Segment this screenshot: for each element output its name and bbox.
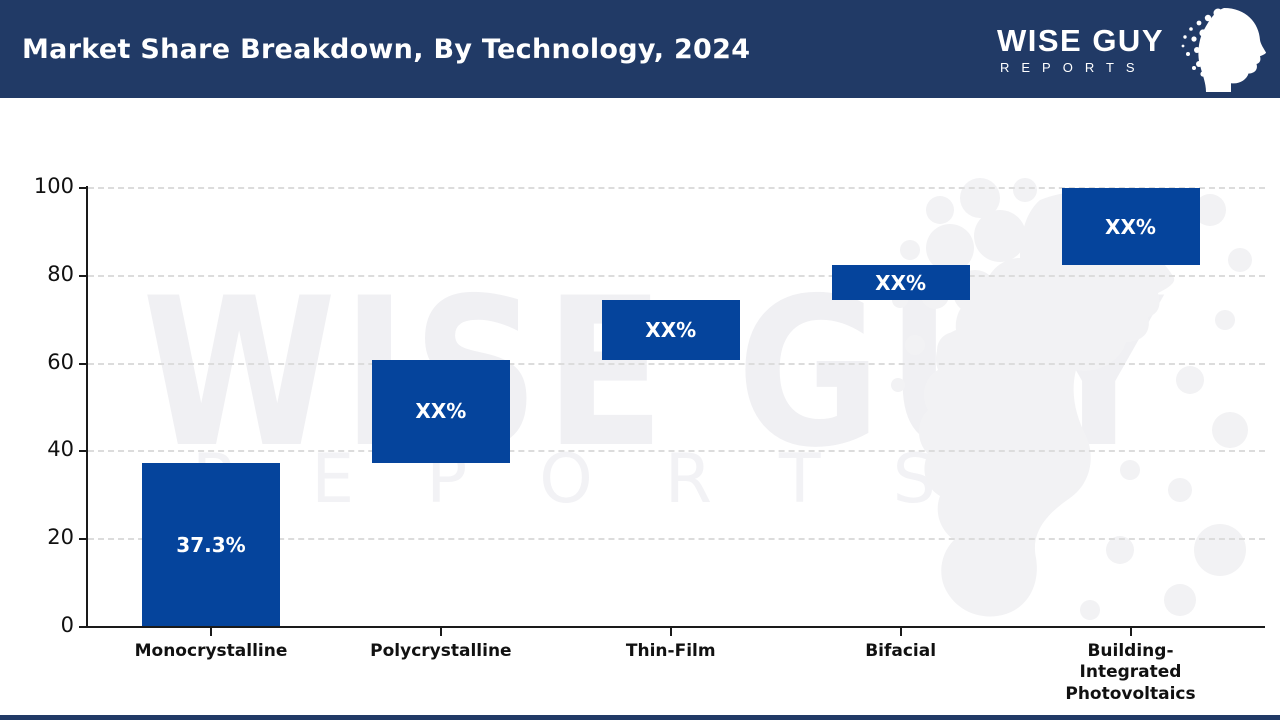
gridline-60 xyxy=(88,362,1265,365)
y-tick-80 xyxy=(79,274,87,277)
x-tick-1 xyxy=(439,628,442,636)
x-axis xyxy=(86,626,1265,628)
bar-building-integrated-photovoltaics: XX% xyxy=(1061,188,1200,266)
bar-monocrystalline: 37.3% xyxy=(142,463,280,627)
brand-logo: WISE GUY REPORTS xyxy=(997,0,1270,98)
gridline-20 xyxy=(88,538,1265,541)
y-tick-label-20: 20 xyxy=(47,525,74,550)
brand-wordmark: WISE GUY REPORTS xyxy=(997,25,1164,74)
gridline-80 xyxy=(88,274,1265,277)
x-tick-0 xyxy=(210,628,212,636)
y-tick-label-60: 60 xyxy=(47,349,74,374)
page-title: Market Share Breakdown, By Technology, 2… xyxy=(22,33,751,65)
x-tick-3 xyxy=(899,628,902,636)
y-tick-40 xyxy=(79,450,87,453)
bar-value-label: XX% xyxy=(415,399,467,424)
watermark-face-icon xyxy=(891,178,1252,620)
x-tick-2 xyxy=(669,628,672,636)
y-tick-20 xyxy=(79,538,87,541)
y-tick-label-0: 0 xyxy=(60,613,74,637)
y-tick-100 xyxy=(79,187,87,189)
bar-value-label: XX% xyxy=(1105,214,1156,239)
x-tick-label-1: Polycrystalline xyxy=(370,641,512,661)
header-bar: Market Share Breakdown, By Technology, 2… xyxy=(0,0,1280,98)
bar-bifacial: XX% xyxy=(831,265,970,301)
brand-face-icon xyxy=(1181,8,1267,92)
y-tick-label-80: 80 xyxy=(47,261,74,286)
y-tick-label-40: 40 xyxy=(47,437,74,462)
bar-thin-film: XX% xyxy=(601,300,740,360)
y-tick-0 xyxy=(79,626,87,628)
y-tick-label-100: 100 xyxy=(33,174,74,198)
brand-name-text: WISE GUY xyxy=(996,22,1164,58)
bar-value-label: XX% xyxy=(645,318,697,342)
x-tick-label-4: Building- Integrated Photovoltaics xyxy=(1065,641,1196,704)
x-tick-label-0: Monocrystalline xyxy=(134,641,288,661)
gridline-100 xyxy=(88,187,1265,189)
gridline-40 xyxy=(88,450,1265,453)
bar-polycrystalline: XX% xyxy=(371,359,510,464)
y-axis xyxy=(86,186,88,628)
bar-value-label: 37.3% xyxy=(176,533,246,558)
bar-value-label: XX% xyxy=(875,270,927,295)
x-tick-4 xyxy=(1129,628,1132,636)
x-tick-label-2: Thin-Film xyxy=(625,641,716,661)
brand-subtitle-text: REPORTS xyxy=(999,59,1147,75)
x-tick-label-3: Bifacial xyxy=(865,641,937,661)
footer-bar xyxy=(0,715,1280,720)
watermark-subtext: REPORTS xyxy=(192,440,1008,519)
y-tick-60 xyxy=(79,362,87,365)
